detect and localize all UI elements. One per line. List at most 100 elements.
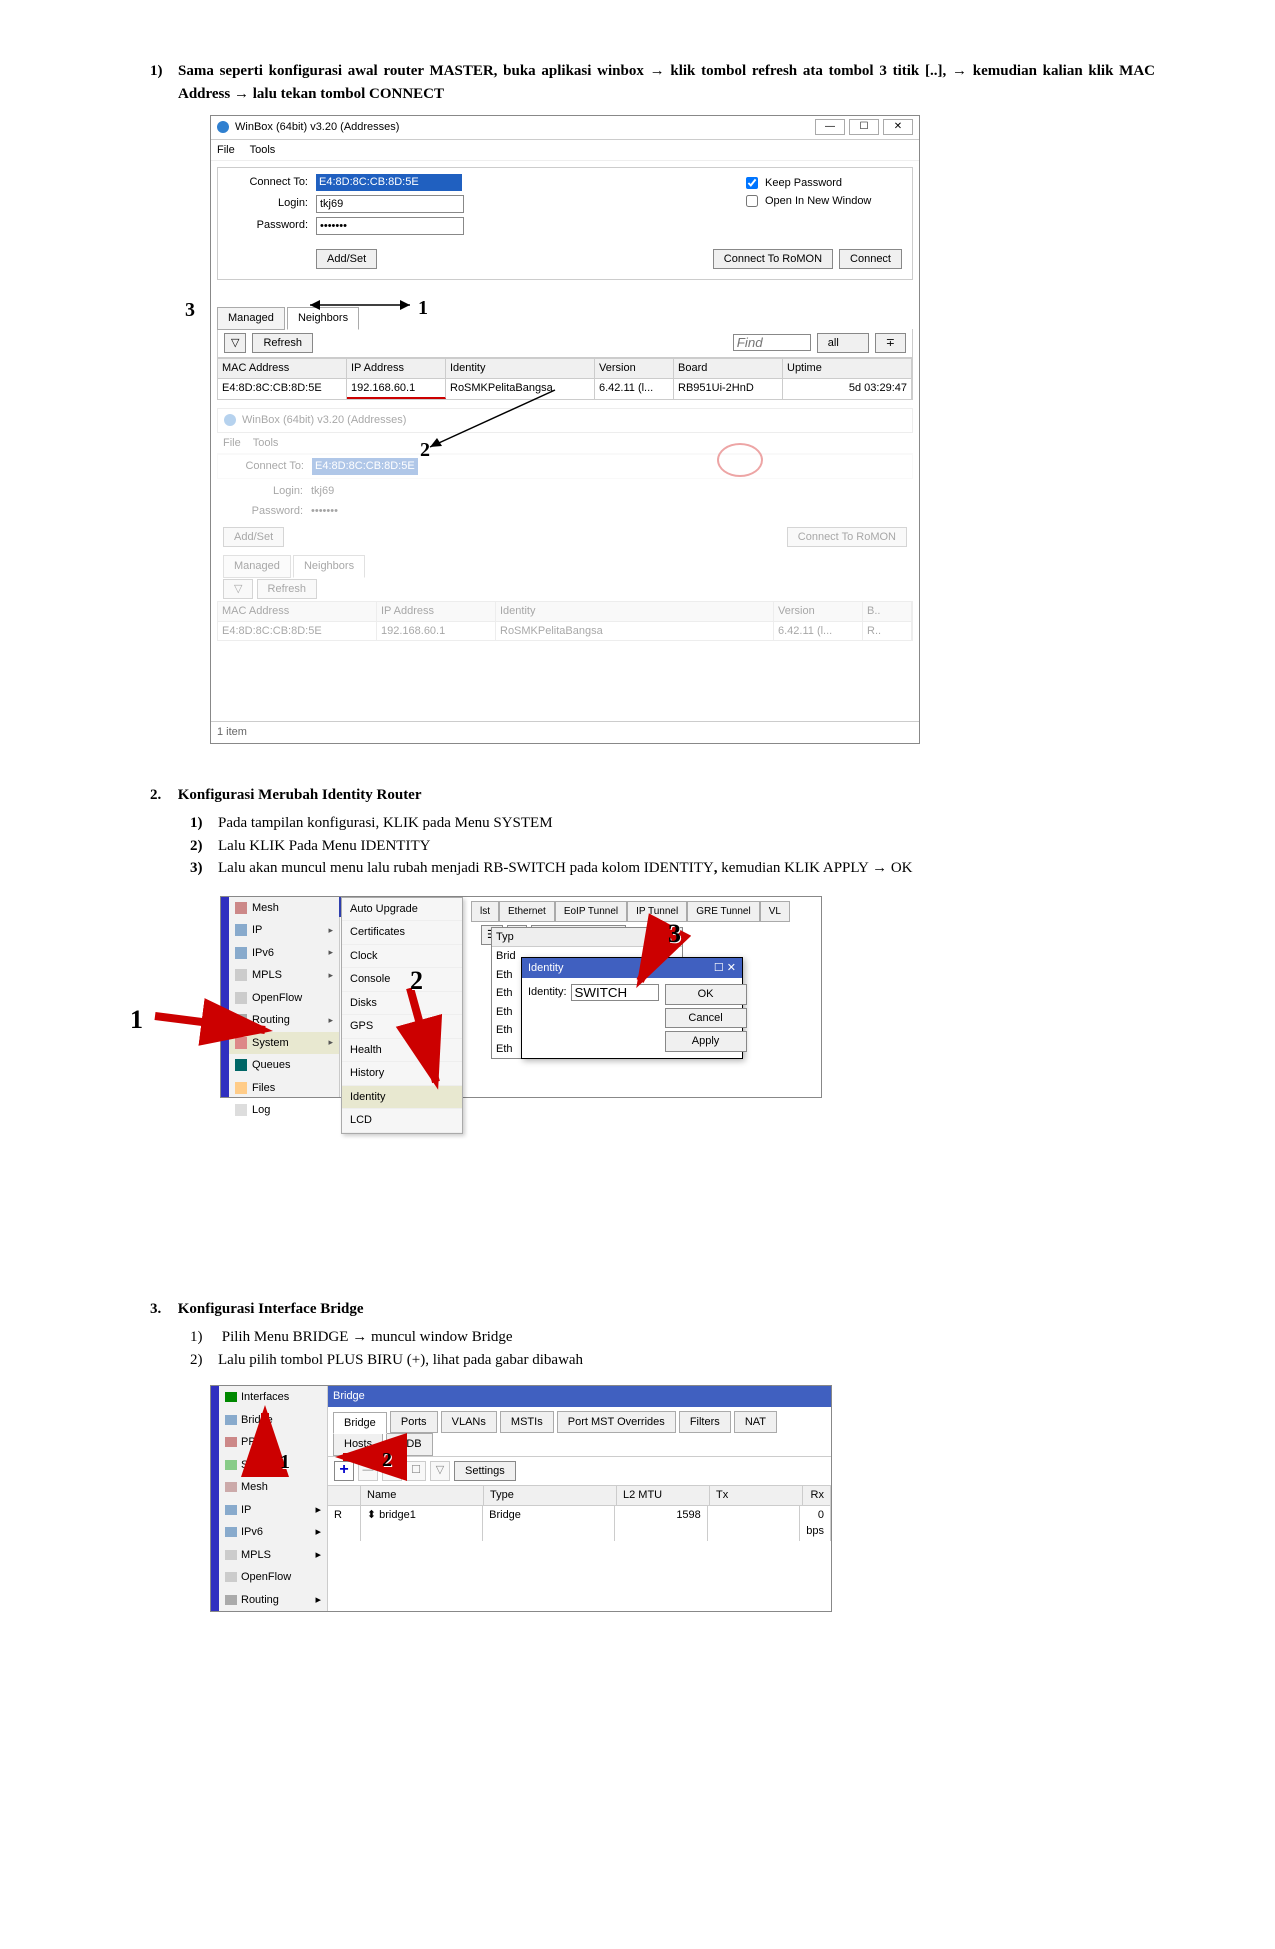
vp2: ••••••• <box>311 503 338 520</box>
tab-lst[interactable]: lst <box>471 901 499 922</box>
password-input[interactable] <box>316 217 464 235</box>
col-identity[interactable]: Identity <box>446 359 595 378</box>
rf2: ▽ <box>223 579 253 600</box>
btn-note[interactable]: ☐ <box>406 1461 426 1481</box>
m3-ipv6[interactable]: IPv6▸ <box>219 1521 327 1544</box>
menu-files[interactable]: Files <box>229 1077 339 1100</box>
tab-neighbors[interactable]: Neighbors <box>287 307 359 330</box>
list-col-type: Typ <box>492 928 682 948</box>
tab3-ports[interactable]: Ports <box>390 1411 438 1434</box>
btn-minus[interactable]: — <box>358 1461 378 1481</box>
m3-mesh[interactable]: Mesh <box>219 1476 327 1499</box>
btn-addset[interactable]: Add/Set <box>316 249 377 270</box>
tab3-vlans[interactable]: VLANs <box>441 1411 497 1434</box>
connect-to-input[interactable]: E4:8D:8C:CB:8D:5E <box>316 174 462 191</box>
dlg-close-icon[interactable]: ☐ ✕ <box>714 960 736 977</box>
chk-keep-pw[interactable] <box>746 177 758 189</box>
tab3-bridge[interactable]: Bridge <box>333 1412 387 1435</box>
sec3-s1b: muncul window Bridge <box>371 1329 513 1345</box>
btn-romon[interactable]: Connect To RoMON <box>713 249 833 270</box>
cell3-tx <box>708 1506 800 1541</box>
btn-cancel[interactable]: Cancel <box>665 1008 747 1029</box>
btn-refresh[interactable]: Refresh <box>252 333 313 354</box>
tab-vl[interactable]: VL <box>760 901 790 922</box>
menu-system[interactable]: System▸ <box>229 1032 339 1055</box>
callout-2: 2 <box>420 435 430 465</box>
menu-queues[interactable]: Queues <box>229 1054 339 1077</box>
col-mac[interactable]: MAC Address <box>218 359 347 378</box>
sm-health[interactable]: Health <box>342 1039 462 1063</box>
sm-gps[interactable]: GPS <box>342 1015 462 1039</box>
menu-ipv6[interactable]: IPv6▸ <box>229 942 339 965</box>
col-board[interactable]: Board <box>674 359 783 378</box>
find-input[interactable] <box>733 334 811 351</box>
sm-console[interactable]: Console <box>342 968 462 992</box>
m3-routing[interactable]: Routing▸ <box>219 1589 327 1612</box>
btn-ok[interactable]: OK <box>665 984 747 1005</box>
sec2-s1: Pada tampilan konfigurasi, KLIK pada Men… <box>218 815 553 831</box>
menu-log[interactable]: Log <box>229 1099 339 1122</box>
tab-gre[interactable]: GRE Tunnel <box>687 901 759 922</box>
menu-file[interactable]: File <box>217 144 235 156</box>
tab3-hosts[interactable]: Hosts <box>333 1433 383 1456</box>
sm-clock[interactable]: Clock <box>342 945 462 969</box>
menu-ip[interactable]: IP▸ <box>229 919 339 942</box>
rv2: 6.42.11 (l... <box>774 622 863 641</box>
tab-eoip[interactable]: EoIP Tunnel <box>555 901 627 922</box>
sm-lcd[interactable]: LCD <box>342 1109 462 1133</box>
sm-certificates[interactable]: Certificates <box>342 921 462 945</box>
tab3-nat[interactable]: NAT <box>734 1411 777 1434</box>
grid-row-1[interactable]: E4:8D:8C:CB:8D:5E 192.168.60.1 RoSMKPeli… <box>217 379 913 401</box>
mf2: File <box>223 437 241 449</box>
btn-plus[interactable]: + <box>334 1461 354 1481</box>
identity-input[interactable] <box>571 984 659 1001</box>
sm-disks[interactable]: Disks <box>342 992 462 1016</box>
min-btn[interactable]: — <box>815 119 845 135</box>
tab-eth[interactable]: Ethernet <box>499 901 555 922</box>
tab-managed[interactable]: Managed <box>217 307 285 330</box>
cell3-flag: R <box>328 1506 361 1541</box>
col3-rx[interactable]: Rx <box>803 1486 831 1505</box>
menu-openflow[interactable]: OpenFlow <box>229 987 339 1010</box>
tab3-mdb[interactable]: MDB <box>386 1433 432 1456</box>
menu-mpls[interactable]: MPLS▸ <box>229 964 339 987</box>
m3-interfaces[interactable]: Interfaces <box>219 1386 327 1409</box>
m3-ppp[interactable]: PPP <box>219 1431 327 1454</box>
col-version[interactable]: Version <box>595 359 674 378</box>
btn-all[interactable]: all <box>817 333 869 354</box>
close-btn[interactable]: ✕ <box>883 119 913 135</box>
col-uptime[interactable]: Uptime <box>783 359 912 378</box>
col3-name[interactable]: Name <box>361 1486 484 1505</box>
chk-open-new[interactable] <box>746 195 758 207</box>
sm-auto-upgrade[interactable]: Auto Upgrade <box>342 898 462 922</box>
btn-filter2[interactable]: ▽ <box>430 1461 450 1481</box>
col3-l2mtu[interactable]: L2 MTU <box>617 1486 710 1505</box>
btn-connect[interactable]: Connect <box>839 249 902 270</box>
anno-1: 1 <box>130 1000 143 1039</box>
bridge-row-1[interactable]: R ⬍ bridge1 Bridge 1598 0 bps <box>328 1506 831 1541</box>
menu-routing[interactable]: Routing▸ <box>229 1009 339 1032</box>
filter-icon[interactable]: ▽ <box>224 333 246 354</box>
menu-tools[interactable]: Tools <box>250 144 276 156</box>
sm-identity[interactable]: Identity <box>342 1086 462 1110</box>
btn-dd[interactable]: ∓ <box>875 333 906 354</box>
tab3-pmst[interactable]: Port MST Overrides <box>557 1411 676 1434</box>
col-ip[interactable]: IP Address <box>347 359 446 378</box>
m3-openflow[interactable]: OpenFlow <box>219 1566 327 1589</box>
tab3-filters[interactable]: Filters <box>679 1411 731 1434</box>
m3-ip[interactable]: IP▸ <box>219 1499 327 1522</box>
btn-apply[interactable]: Apply <box>665 1031 747 1052</box>
m3-switch[interactable]: Switch <box>219 1454 327 1477</box>
m3-mpls[interactable]: MPLS▸ <box>219 1544 327 1567</box>
tab3-mstis[interactable]: MSTIs <box>500 1411 554 1434</box>
gi2: IP Address <box>377 602 496 621</box>
col3-type[interactable]: Type <box>484 1486 617 1505</box>
sec2-num: 2. <box>150 784 174 807</box>
menu-mesh[interactable]: Mesh <box>229 897 339 920</box>
max-btn[interactable]: ☐ <box>849 119 879 135</box>
btn-settings[interactable]: Settings <box>454 1461 516 1482</box>
col3-tx[interactable]: Tx <box>710 1486 803 1505</box>
login-input[interactable] <box>316 195 464 213</box>
m3-bridge[interactable]: Bridge <box>219 1409 327 1432</box>
sm-history[interactable]: History <box>342 1062 462 1086</box>
